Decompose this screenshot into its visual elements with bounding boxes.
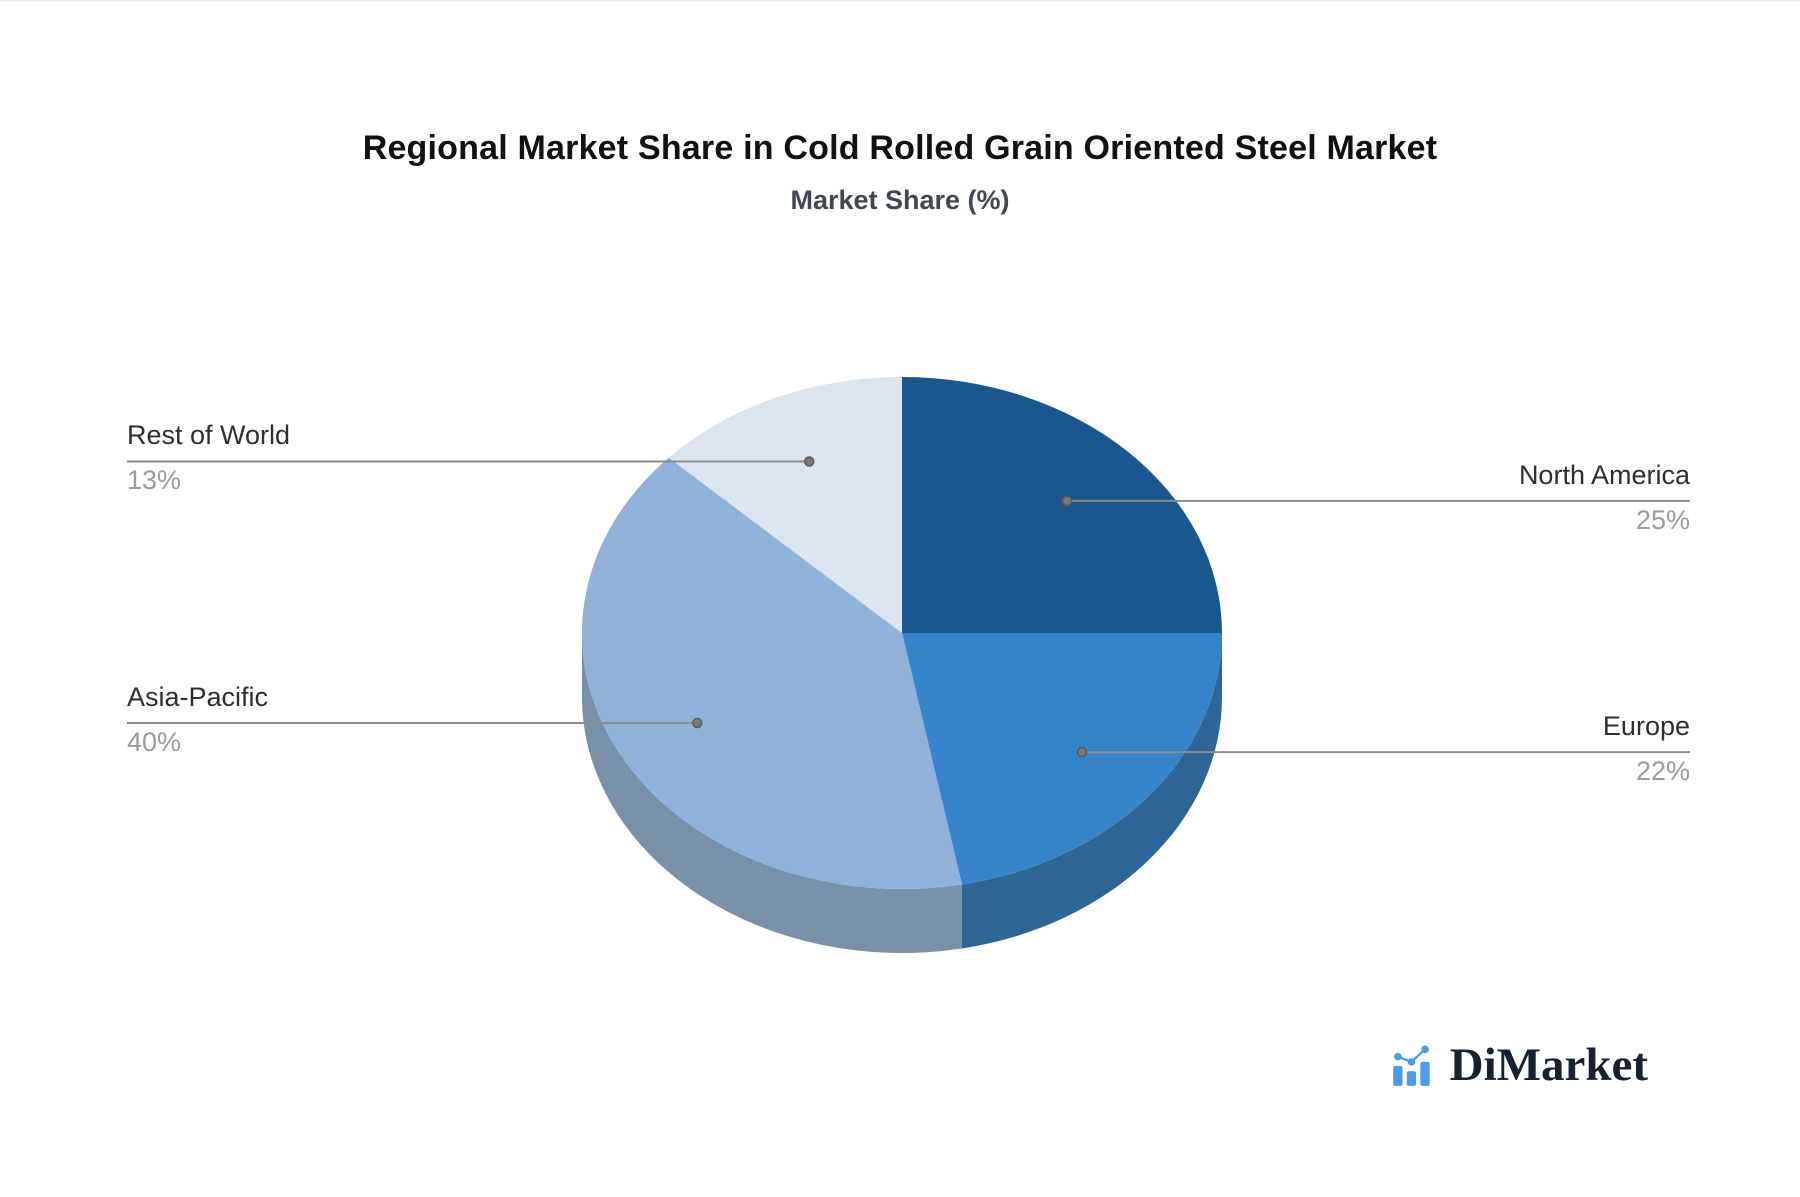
slice-label: Europe: [1602, 711, 1690, 742]
pie-side-europe: [961, 633, 1222, 949]
chart-subtitle: Market Share (%): [790, 185, 1010, 215]
leader-dot-asia-pacific: [692, 717, 703, 729]
callout-north-america: North America 25%: [1519, 459, 1690, 535]
slice-label: Rest of World: [127, 420, 291, 451]
slice-pct: 25%: [1635, 504, 1690, 535]
dimarket-logo: DiMarket: [1390, 1037, 1648, 1093]
callout-asia-pacific: Asia-Pacific 40%: [127, 681, 268, 757]
pie-slice-north-america: [902, 377, 1222, 633]
slice-pct: 40%: [127, 727, 182, 758]
slice-label: North America: [1518, 459, 1690, 490]
pie-slice-asia-pacific: [582, 457, 962, 889]
pie-side-asia-pacific: [582, 633, 962, 953]
pie-slice-europe: [902, 633, 1222, 885]
dimarket-logo-icon: [1392, 1045, 1430, 1086]
slice-pct: 22%: [1635, 756, 1690, 787]
slice-pct: 13%: [127, 465, 182, 496]
chart-title: Regional Market Share in Cold Rolled Gra…: [362, 129, 1438, 167]
leader-dot-north-america: [1061, 495, 1073, 507]
callout-europe: Europe 22%: [1603, 710, 1690, 786]
pie-slice-rest-of-world: [668, 377, 902, 633]
callout-rest-of-world: Rest of World 13%: [127, 419, 290, 495]
leader-dot-rest-of-world: [803, 456, 815, 467]
slice-label: Asia-Pacific: [127, 682, 269, 713]
leader-dot-europe: [1076, 746, 1088, 758]
dimarket-logo-text: DiMarket: [1449, 1039, 1648, 1091]
